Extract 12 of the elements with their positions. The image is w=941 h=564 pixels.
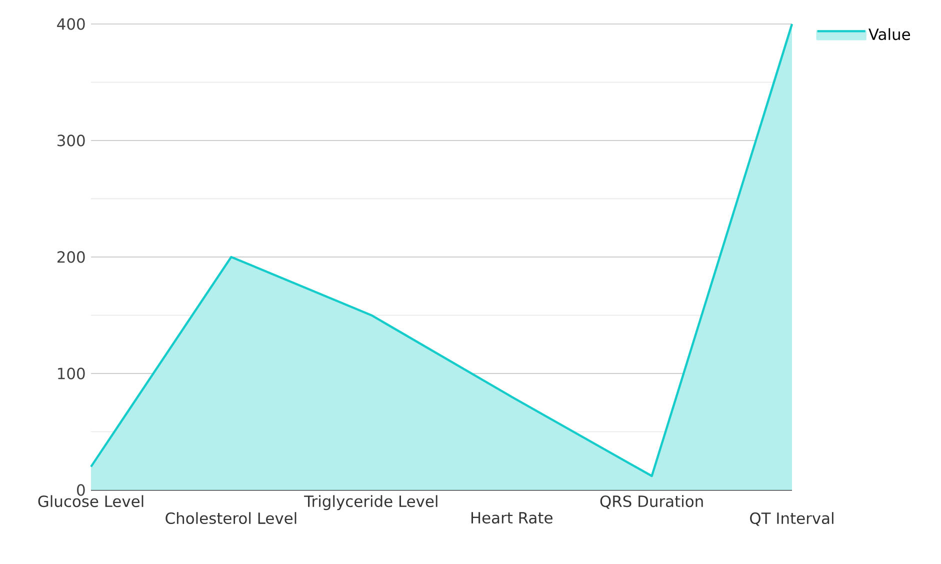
x-tick-label: QRS Duration [600, 495, 703, 509]
y-tick-label: 400 [57, 18, 85, 30]
y-tick-label: 100 [58, 368, 85, 380]
x-tick-label: QT Interval [750, 512, 834, 526]
x-tick-label: Cholesterol Level [166, 512, 296, 524]
legend-label: Value [868, 28, 910, 40]
x-tick-label: Triglyceride Level [304, 495, 438, 510]
y-tick-label: 300 [58, 134, 85, 146]
y-tick-label: 0 [77, 484, 85, 496]
y-tick-label: 200 [57, 251, 85, 263]
x-tick-label: Heart Rate [471, 512, 552, 524]
x-tick-label: Glucose Level [38, 495, 144, 508]
